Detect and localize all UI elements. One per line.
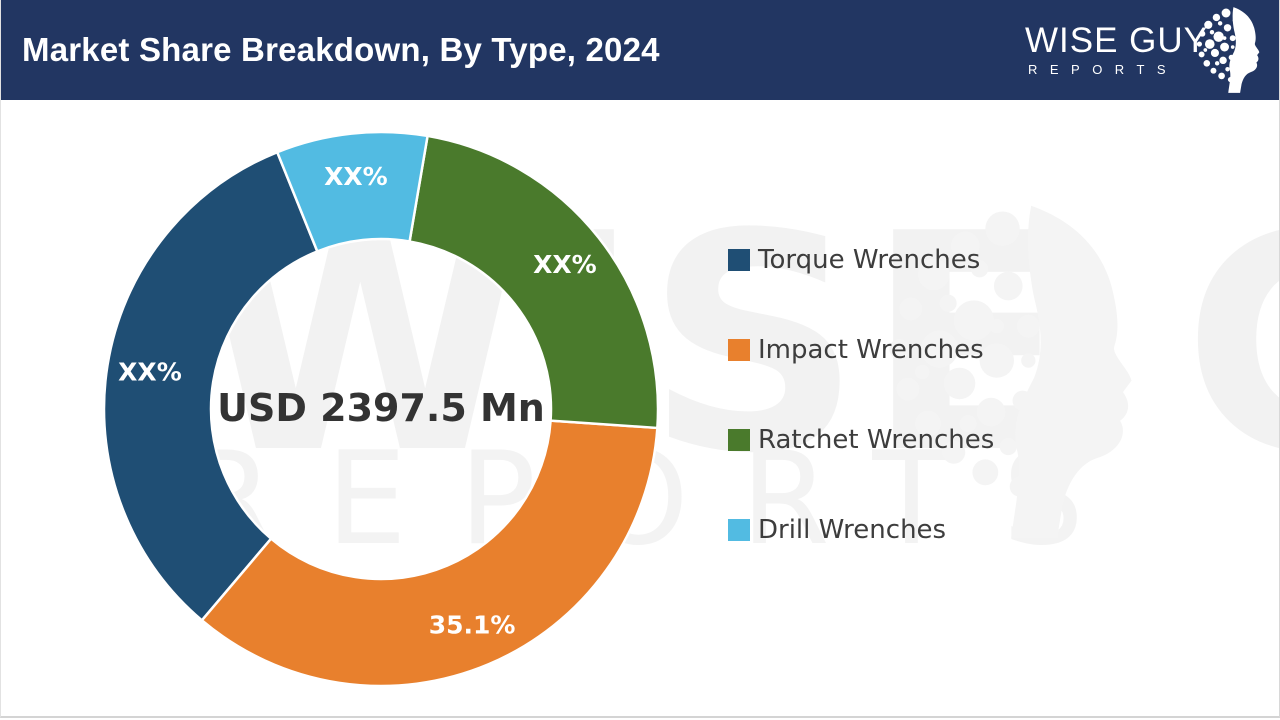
legend-item-drill-wrenches: Drill Wrenches bbox=[728, 515, 994, 545]
chart-legend: Torque Wrenches Impact Wrenches Ratchet Wr… bbox=[728, 245, 995, 607]
legend-item-torque-wrenches: Torque Wrenches bbox=[728, 245, 994, 275]
header-bar: Market Share Breakdown, By Type, 2024 WI… bbox=[0, 0, 1280, 100]
legend-label: Ratchet Wrenches bbox=[758, 425, 995, 455]
legend-label: Drill Wrenches bbox=[758, 515, 947, 545]
brand-logo-line1: WISE GUY bbox=[1024, 21, 1208, 60]
slice-percvalue-label: XX% bbox=[324, 162, 388, 191]
chart-center-total: USD 2397.5 Mn bbox=[217, 386, 545, 430]
pie-slice-impact-wrenches bbox=[200, 419, 659, 688]
legend-swatch bbox=[728, 429, 750, 451]
legend-label: Torque Wrenches bbox=[758, 245, 981, 275]
brand-logo: WISE GUY REPORTS bbox=[1025, 5, 1280, 95]
slice-percvalue-label: XX% bbox=[118, 358, 182, 387]
slice-percvalue-label: 35.1% bbox=[429, 610, 516, 639]
legend-swatch bbox=[728, 519, 750, 541]
legend-swatch bbox=[728, 249, 750, 271]
pie-slice-torque-wrenches bbox=[102, 150, 319, 622]
brand-head-icon bbox=[1196, 7, 1260, 93]
legend-swatch bbox=[728, 339, 750, 361]
legend-item-ratchet-wrenches: Ratchet Wrenches bbox=[728, 425, 995, 455]
pie-slice-drill-wrenches bbox=[275, 130, 429, 253]
legend-item-impact-wrenches: Impact Wrenches bbox=[728, 335, 994, 365]
brand-logo-text: WISE GUY REPORTS bbox=[1024, 21, 1208, 78]
legend-label: Impact Wrenches bbox=[758, 335, 984, 365]
pie-slice-ratchet-wrenches bbox=[408, 134, 660, 430]
brand-logo-line2: REPORTS bbox=[1027, 62, 1179, 77]
page-title: Market Share Breakdown, By Type, 2024 bbox=[22, 31, 660, 68]
slice-percvalue-label: XX% bbox=[533, 250, 597, 279]
